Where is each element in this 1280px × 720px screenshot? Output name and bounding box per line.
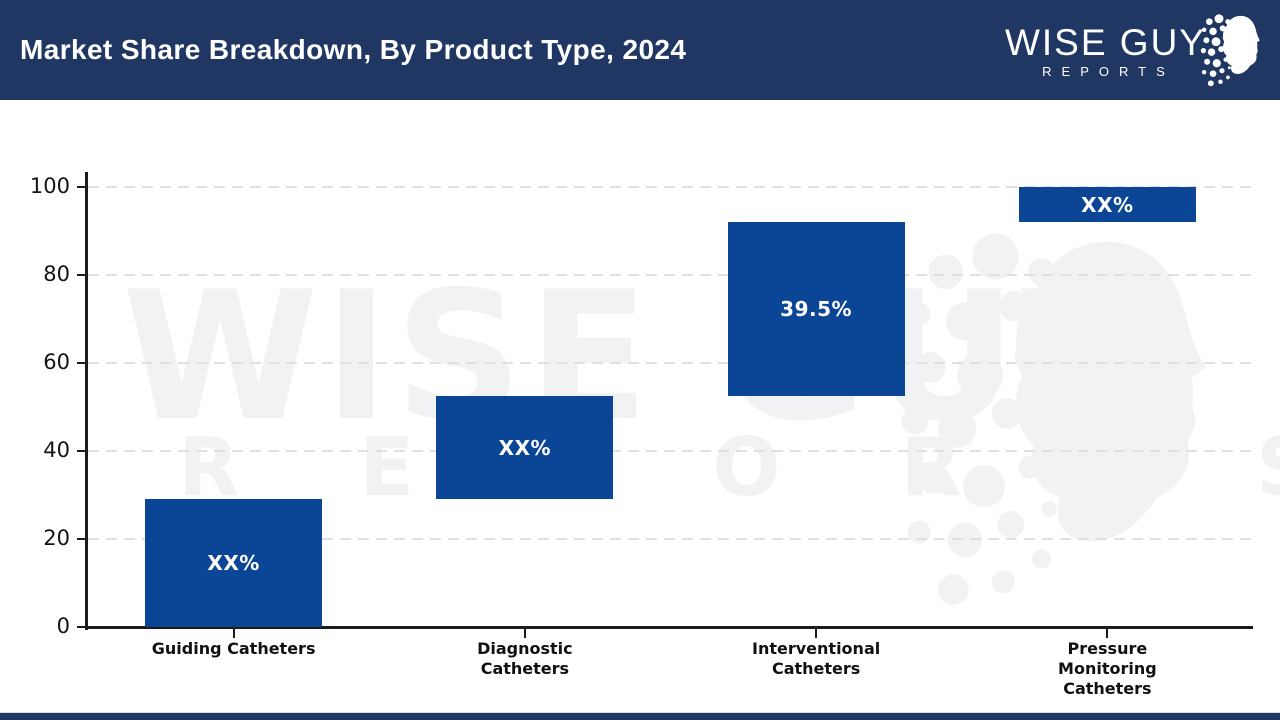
bar-1: XX% bbox=[436, 396, 614, 500]
bar-0: XX% bbox=[145, 499, 323, 627]
y-tick-60 bbox=[77, 362, 85, 364]
bar-3: XX% bbox=[1018, 187, 1196, 223]
y-axis-line bbox=[85, 172, 88, 630]
y-tick-40 bbox=[77, 450, 85, 452]
footer-hairline bbox=[0, 712, 1280, 713]
page-title: Market Share Breakdown, By Product Type,… bbox=[20, 34, 687, 65]
y-tick-label-80: 80 bbox=[43, 262, 70, 286]
bar-value-label-1: XX% bbox=[498, 435, 552, 460]
x-tick-2 bbox=[815, 629, 818, 638]
plot-area: 0 20 40 60 80 100 XX% Guiding Catheters XX% Diagn… bbox=[30, 172, 1253, 698]
y-tick-label-20: 20 bbox=[43, 526, 70, 550]
y-tick-100 bbox=[77, 186, 85, 188]
gridline-60 bbox=[88, 362, 1253, 364]
bar-value-label-0: XX% bbox=[207, 551, 260, 576]
gridline-100 bbox=[88, 186, 1253, 188]
x-tick-0 bbox=[232, 629, 235, 638]
brand-face-icon bbox=[1200, 14, 1260, 87]
y-tick-80 bbox=[77, 274, 85, 276]
y-tick-label-40: 40 bbox=[43, 438, 70, 462]
category-label-1: Diagnostic Catheters bbox=[477, 639, 573, 678]
bar-2: 39.5% bbox=[727, 222, 905, 396]
x-axis-line bbox=[85, 626, 1253, 629]
bar-value-label-2: 39.5% bbox=[780, 297, 853, 322]
brand-subname: REPORTS bbox=[1042, 64, 1175, 79]
x-tick-1 bbox=[523, 629, 526, 638]
y-tick-label-60: 60 bbox=[43, 350, 70, 374]
y-tick-0 bbox=[77, 626, 85, 628]
header-bar: Market Share Breakdown, By Product Type,… bbox=[0, 0, 1280, 100]
gridline-40 bbox=[88, 450, 1253, 452]
gridline-80 bbox=[88, 274, 1253, 276]
y-tick-label-0: 0 bbox=[56, 614, 70, 638]
x-tick-3 bbox=[1106, 629, 1109, 638]
bar-value-label-3: XX% bbox=[1081, 192, 1134, 217]
category-label-2: Interventional Catheters bbox=[752, 639, 881, 678]
y-tick-20 bbox=[77, 538, 85, 540]
category-label-0: Guiding Catheters bbox=[151, 639, 316, 658]
brand-logo: WISE GUY REPORTS bbox=[1005, 12, 1264, 90]
y-tick-label-100: 100 bbox=[29, 174, 70, 198]
footer-bar bbox=[0, 713, 1280, 720]
brand-name: WISE GUY bbox=[1004, 22, 1206, 63]
category-label-3: Pressure Monitoring Catheters bbox=[1058, 639, 1157, 698]
gridline-20 bbox=[88, 538, 1253, 540]
